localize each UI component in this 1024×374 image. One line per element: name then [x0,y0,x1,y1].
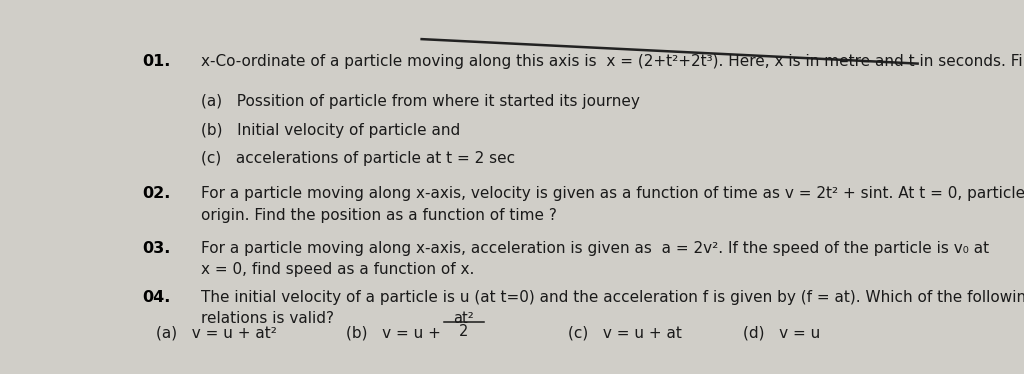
Text: 03.: 03. [142,241,171,256]
Text: (b)   v = u +: (b) v = u + [346,326,446,341]
Text: For a particle moving along x-axis, acceleration is given as  a = 2v². If the sp: For a particle moving along x-axis, acce… [201,241,989,277]
Text: (d)   v = u: (d) v = u [743,326,820,341]
Text: x-Co-ordinate of a particle moving along this axis is  x = (2+t²+2t³). Here, x i: x-Co-ordinate of a particle moving along… [201,53,1024,68]
Text: 02.: 02. [142,186,171,201]
Text: (a)   Possition of particle from where it started its journey: (a) Possition of particle from where it … [201,94,640,109]
Text: For a particle moving along x-axis, velocity is given as a function of time as v: For a particle moving along x-axis, velo… [201,186,1024,223]
Text: (c)   v = u + at: (c) v = u + at [568,326,682,341]
Text: The initial velocity of a particle is u (at t=0) and the acceleration f is given: The initial velocity of a particle is u … [201,290,1024,326]
Text: (c)   accelerations of particle at t = 2 sec: (c) accelerations of particle at t = 2 s… [201,151,515,166]
Text: 01.: 01. [142,53,171,68]
Text: (a)   v = u + at²: (a) v = u + at² [156,326,276,341]
Text: 04.: 04. [142,290,171,305]
Text: at²: at² [454,311,474,326]
Text: 2: 2 [459,324,468,339]
Text: (b)   Initial velocity of particle and: (b) Initial velocity of particle and [201,123,460,138]
